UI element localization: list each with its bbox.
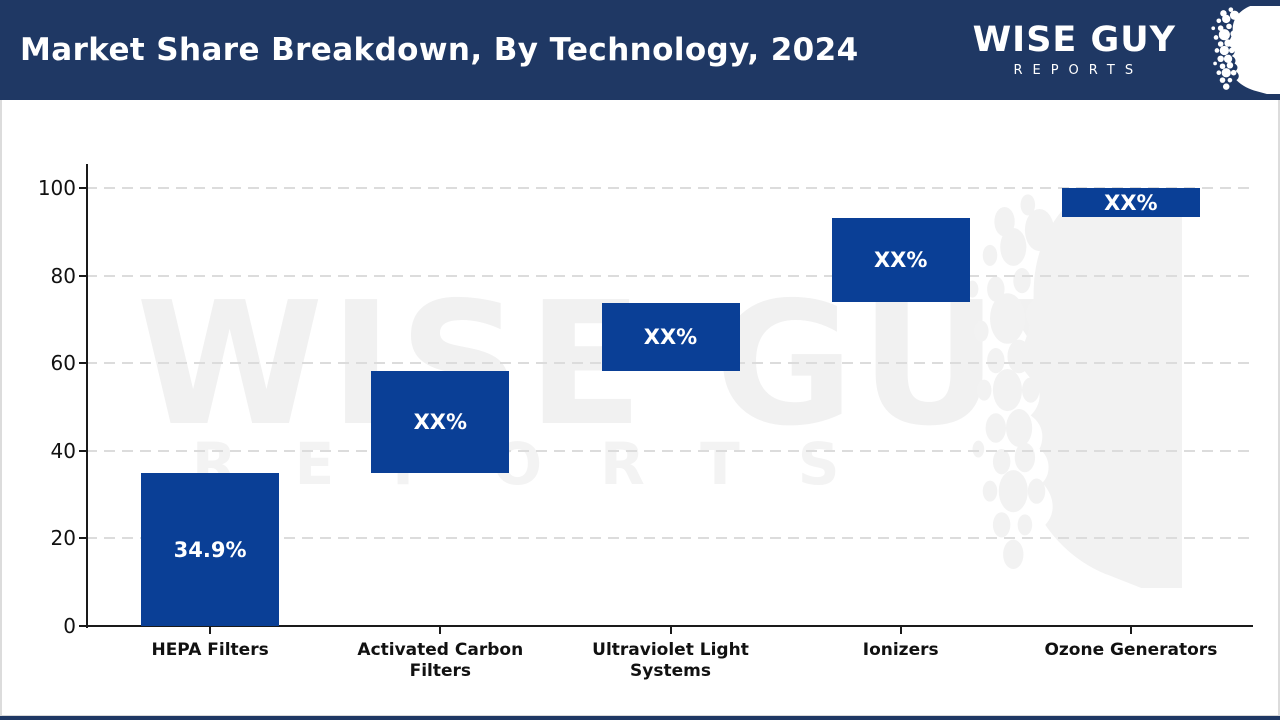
page-title: Market Share Breakdown, By Technology, 2… (20, 32, 859, 68)
bar-value-label: XX% (413, 410, 468, 435)
wise-guy-logo: WISE GUY REPORTS (973, 0, 1280, 100)
category-label-1: Activated Carbon Filters (325, 640, 555, 682)
category-label-line: HEPA Filters (151, 640, 269, 660)
y-tick-20 (79, 537, 86, 540)
category-label-line: Systems (630, 661, 711, 681)
y-tick-0 (79, 625, 86, 627)
bar-2: XX% (601, 302, 740, 371)
y-tick-60 (79, 362, 86, 365)
category-label-line: Ionizers (862, 640, 939, 660)
category-label-line: Activated Carbon (357, 640, 524, 660)
category-label-line: Ultraviolet Light (592, 640, 749, 660)
y-tick-40 (79, 449, 86, 452)
bar-value-label: XX% (643, 324, 698, 349)
gridline-80 (86, 274, 1253, 277)
bar-value-label: XX% (1104, 190, 1158, 215)
report-header: Market Share Breakdown, By Technology, 2… (0, 0, 1280, 100)
bar-value-label: 34.9% (173, 537, 247, 562)
gridline-100 (86, 187, 1253, 189)
category-label-2: Ultraviolet Light Systems (556, 640, 786, 682)
y-tick-label-80: 80 (50, 263, 76, 288)
logo-wordmark: WISE GUY (972, 19, 1176, 60)
x-axis (86, 625, 1253, 627)
category-label-4: Ozone Generators (1016, 640, 1246, 661)
x-tick-2 (669, 627, 672, 634)
category-label-3: Ionizers (786, 640, 1016, 661)
watermark-subtext: REPORTS (192, 430, 898, 498)
bar-1: XX% (371, 371, 510, 474)
y-tick-label-0: 0 (63, 614, 76, 638)
gridline-40 (86, 449, 1253, 452)
gridline-20 (86, 537, 1253, 540)
logo-subtext: REPORTS (1013, 62, 1144, 78)
category-label-line: Filters (409, 661, 472, 681)
x-tick-3 (899, 627, 902, 634)
bar-3: XX% (831, 217, 970, 303)
x-tick-4 (1129, 627, 1132, 634)
x-tick-1 (439, 627, 442, 634)
x-tick-0 (209, 627, 212, 634)
y-axis (86, 164, 88, 628)
category-label-0: HEPA Filters (95, 640, 325, 661)
bar-4: XX% (1061, 188, 1200, 218)
bar-0: 34.9% (141, 473, 280, 626)
footer-bar (0, 715, 1280, 720)
category-label-line: Ozone Generators (1044, 640, 1218, 660)
y-tick-label-40: 40 (50, 438, 76, 463)
y-tick-100 (79, 187, 86, 189)
bar-value-label: XX% (873, 248, 928, 273)
y-tick-label-60: 60 (50, 351, 76, 376)
y-tick-label-100: 100 (37, 176, 76, 200)
y-tick-80 (79, 274, 86, 277)
logo-text: WISE GUY REPORTS (972, 19, 1176, 78)
y-tick-label-20: 20 (50, 526, 76, 551)
